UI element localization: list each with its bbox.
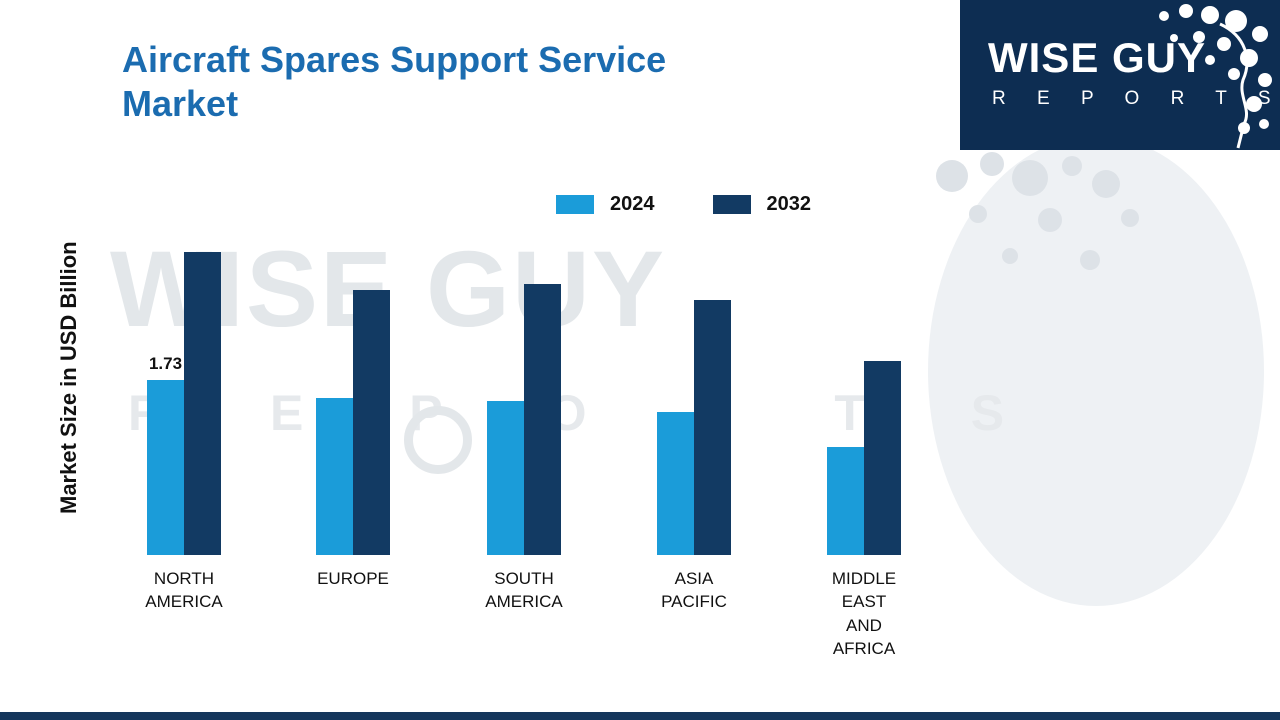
legend-label-2032: 2032 xyxy=(766,193,812,215)
category-label: EUROPE xyxy=(317,569,389,588)
wise-guy-reports-logo: WISE GUY R E P O R T S xyxy=(960,0,1280,150)
watermark-reports-text: R E P O R T S xyxy=(128,385,1051,441)
bar-2032-south-america xyxy=(524,284,561,555)
bar-2032-middle-east-and-africa xyxy=(864,361,901,555)
bar-2024-north-america xyxy=(147,380,184,555)
page-title: Aircraft Spares Support Service Market xyxy=(122,39,667,124)
legend-swatch-2032 xyxy=(712,195,751,214)
chart-legend: 2024 2032 xyxy=(556,193,811,216)
logo-face-icon xyxy=(1159,4,1272,149)
logo-wise-guy-text: WISE GUY xyxy=(988,34,1207,81)
category-label: ASIA PACIFIC xyxy=(661,569,727,612)
bar-2032-asia-pacific xyxy=(694,300,731,555)
category-label: MIDDLE EAST AND AFRICA xyxy=(831,569,897,659)
logo-reports-text: R E P O R T S xyxy=(992,88,1280,109)
bar-2024-europe xyxy=(316,398,353,555)
bar-2024-middle-east-and-africa xyxy=(827,447,864,555)
watermark-ring xyxy=(404,406,472,474)
footer-bar xyxy=(0,712,1280,720)
category-label: SOUTH AMERICA xyxy=(485,569,563,612)
legend-swatch-2024 xyxy=(556,195,594,214)
legend-item-2024: 2024 xyxy=(556,193,655,216)
bar-2024-south-america xyxy=(487,401,524,555)
watermark-dots xyxy=(936,152,1139,270)
legend-item-2032: 2032 xyxy=(712,193,812,216)
bar-2032-north-america xyxy=(184,252,221,555)
bar-2024-asia-pacific xyxy=(657,412,694,555)
bar-2032-europe xyxy=(353,290,390,555)
legend-label-2024: 2024 xyxy=(610,193,655,215)
category-label: NORTH AMERICA xyxy=(145,569,223,612)
bar-value-label: 1.73 xyxy=(148,354,183,373)
